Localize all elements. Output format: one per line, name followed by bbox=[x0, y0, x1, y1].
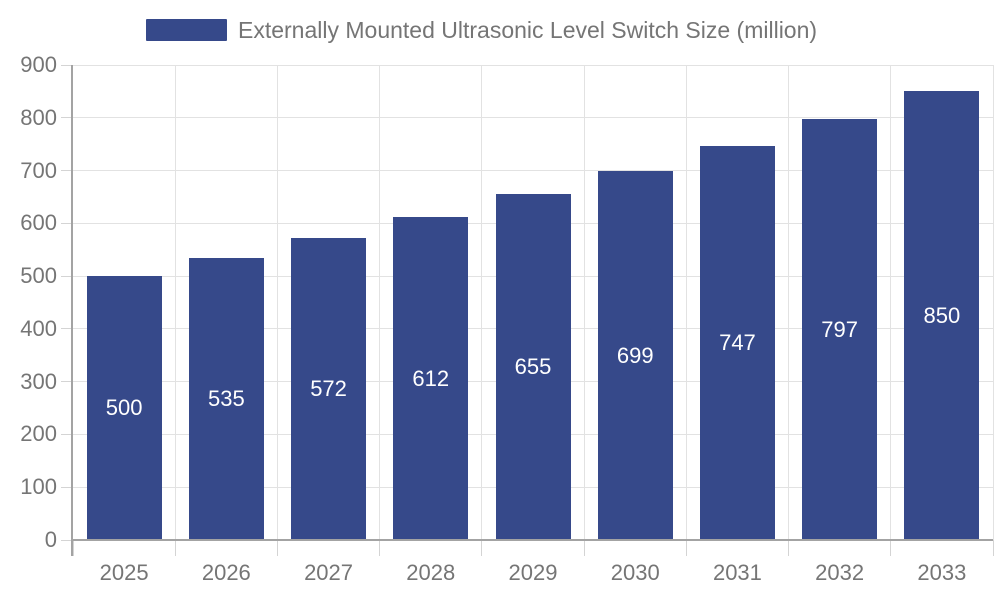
y-axis-line bbox=[71, 65, 73, 556]
bar-value-label: 699 bbox=[616, 342, 654, 368]
y-axis-tick bbox=[61, 64, 73, 66]
x-axis-tick-label: 2031 bbox=[712, 560, 762, 585]
h-gridline bbox=[73, 64, 993, 66]
v-gridline bbox=[276, 65, 278, 540]
y-axis-tick-label: 400 bbox=[20, 315, 57, 341]
bar-2028[interactable]: 612 bbox=[393, 217, 469, 540]
y-axis-tick bbox=[61, 433, 73, 435]
y-axis-tick bbox=[61, 222, 73, 224]
x-axis-tick bbox=[992, 540, 994, 556]
h-gridline bbox=[73, 170, 993, 172]
v-gridline bbox=[890, 65, 892, 540]
x-axis-tick-label: 2026 bbox=[201, 560, 251, 585]
y-axis-tick-label: 800 bbox=[20, 104, 57, 130]
y-axis-tick bbox=[61, 328, 73, 330]
v-gridline bbox=[583, 65, 585, 540]
x-axis-line bbox=[71, 539, 993, 541]
legend-swatch bbox=[146, 19, 227, 41]
bar-value-label: 572 bbox=[310, 376, 347, 402]
x-axis-tick-label: 2033 bbox=[917, 560, 967, 585]
v-gridline bbox=[481, 65, 483, 540]
x-axis-tick bbox=[788, 540, 790, 556]
bar-2030[interactable]: 699 bbox=[597, 171, 673, 540]
y-axis-tick bbox=[61, 539, 73, 541]
bar-value-label: 535 bbox=[207, 385, 245, 411]
x-axis-tick bbox=[379, 540, 381, 556]
y-axis-tick bbox=[61, 117, 73, 119]
bar-2025[interactable]: 500 bbox=[86, 276, 162, 540]
x-axis-tick-label: 2028 bbox=[406, 560, 456, 585]
bar-2029[interactable]: 655 bbox=[495, 194, 571, 540]
v-gridline bbox=[174, 65, 176, 540]
x-axis-tick-label: 2032 bbox=[815, 560, 865, 585]
x-axis-tick bbox=[174, 540, 176, 556]
x-axis-tick bbox=[583, 540, 585, 556]
x-axis-tick-label: 2030 bbox=[610, 560, 660, 585]
bar-2027[interactable]: 572 bbox=[291, 238, 367, 540]
x-axis-tick bbox=[481, 540, 483, 556]
x-axis-tick-label: 2027 bbox=[304, 560, 354, 585]
h-gridline bbox=[73, 117, 993, 119]
y-axis-tick bbox=[61, 486, 73, 488]
y-axis-tick-label: 500 bbox=[20, 263, 57, 289]
y-axis-tick bbox=[61, 381, 73, 383]
v-gridline bbox=[788, 65, 790, 540]
y-axis-tick-label: 100 bbox=[20, 474, 57, 500]
bar-2033[interactable]: 850 bbox=[904, 91, 980, 540]
y-axis-tick-label: 900 bbox=[20, 52, 57, 77]
v-gridline bbox=[379, 65, 381, 540]
v-gridline bbox=[685, 65, 687, 540]
bar-value-label: 747 bbox=[719, 329, 756, 355]
x-axis-tick bbox=[890, 540, 892, 556]
bar-value-label: 850 bbox=[923, 302, 961, 328]
y-axis-tick-label: 600 bbox=[20, 210, 57, 236]
x-axis-tick-label: 2025 bbox=[99, 560, 149, 585]
legend-item[interactable]: Externally Mounted Ultrasonic Level Swit… bbox=[146, 15, 817, 45]
bar-value-label: 797 bbox=[821, 316, 859, 342]
legend-label: Externally Mounted Ultrasonic Level Swit… bbox=[238, 16, 818, 43]
v-gridline bbox=[992, 65, 994, 540]
x-axis-tick bbox=[276, 540, 278, 556]
y-axis-tick bbox=[61, 275, 73, 277]
y-axis-tick bbox=[61, 170, 73, 172]
bar-2031[interactable]: 747 bbox=[699, 145, 775, 540]
bar-value-label: 500 bbox=[105, 395, 143, 421]
bar-value-label: 612 bbox=[412, 365, 450, 391]
bar-2032[interactable]: 797 bbox=[802, 119, 878, 540]
y-axis-tick-label: 200 bbox=[20, 421, 57, 447]
x-axis-tick-label: 2029 bbox=[508, 560, 558, 585]
bar-value-label: 655 bbox=[514, 354, 552, 380]
x-axis-tick bbox=[72, 540, 74, 556]
x-axis-tick bbox=[685, 540, 687, 556]
y-axis-tick-label: 700 bbox=[20, 157, 57, 183]
y-axis-tick-label: 300 bbox=[20, 368, 57, 394]
y-axis-tick-label: 0 bbox=[44, 527, 57, 552]
bar-2026[interactable]: 535 bbox=[188, 257, 264, 540]
